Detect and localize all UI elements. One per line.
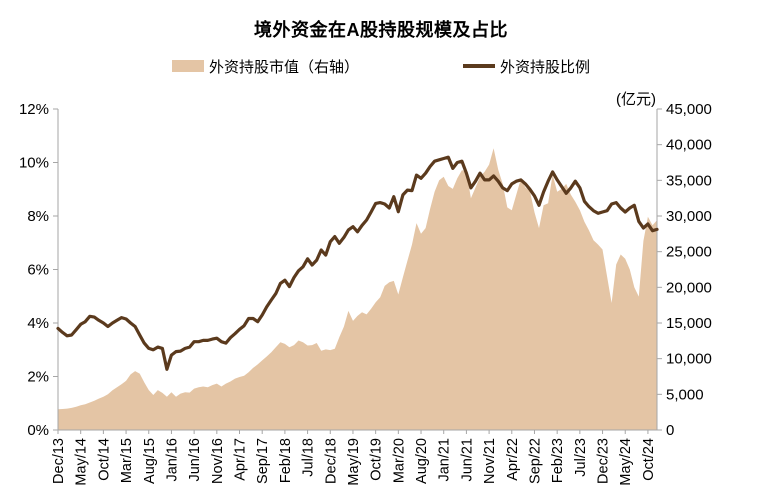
x-tick-label: Sep/22 <box>527 438 543 484</box>
x-tick-label: May/14 <box>74 438 90 486</box>
x-tick-label: Nov/16 <box>210 438 226 484</box>
x-tick-label: Dec/23 <box>596 438 612 484</box>
left-tick-label: 8% <box>27 208 49 225</box>
right-tick-label: 25,000 <box>666 244 712 261</box>
right-tick-label: 40,000 <box>666 137 712 154</box>
line-series <box>56 155 659 371</box>
left-tick-label: 0% <box>27 422 49 439</box>
right-tick-label: 5,000 <box>666 386 704 403</box>
x-tick-label: Aug/20 <box>414 438 430 484</box>
x-tick-label: Dec/13 <box>51 438 67 484</box>
right-tick-label: 35,000 <box>666 172 712 189</box>
right-tick-label: 30,000 <box>666 208 712 225</box>
legend-item-area: 外资持股市值（右轴） <box>171 56 359 77</box>
x-tick-label: Nov/21 <box>482 438 498 484</box>
x-tick-label: Feb/23 <box>550 438 566 483</box>
line-swatch-icon <box>463 64 495 68</box>
x-tick-label: Mar/15 <box>119 438 135 483</box>
x-tick-label: Apr/22 <box>505 438 521 481</box>
x-tick-label: Jan/21 <box>437 438 453 482</box>
x-tick-label: Oct/14 <box>96 438 112 481</box>
chart-legend: 外资持股市值（右轴） 外资持股比例 <box>0 56 762 76</box>
left-tick-label: 4% <box>27 315 49 332</box>
x-tick-label: Jul/18 <box>301 438 317 477</box>
legend-label-area: 外资持股市值（右轴） <box>208 58 359 76</box>
right-tick-label: 10,000 <box>666 351 712 368</box>
chart-title: 境外资金在A股持股规模及占比 <box>254 20 508 40</box>
left-tick-label: 2% <box>27 369 49 386</box>
left-tick-label: 12% <box>19 101 49 118</box>
x-tick-label: Jun/21 <box>459 438 475 482</box>
x-tick-label: Sep/17 <box>255 438 271 484</box>
x-tick-label: Oct/19 <box>369 438 385 481</box>
right-tick-label: 45,000 <box>666 101 712 118</box>
right-axis-unit-label: (亿元) <box>616 91 656 108</box>
x-tick-label: Dec/18 <box>323 438 339 484</box>
x-tick-label: Mar/20 <box>391 438 407 483</box>
area-swatch-icon <box>171 60 204 72</box>
right-tick-label: 20,000 <box>666 279 712 296</box>
area-series <box>58 148 657 430</box>
x-tick-label: Apr/17 <box>233 438 249 481</box>
x-tick-label: Jan/16 <box>164 438 180 482</box>
legend-label-line: 外资持股比例 <box>500 58 591 76</box>
x-tick-label: Jun/16 <box>187 438 203 482</box>
x-tick-label: Jul/23 <box>573 438 589 477</box>
x-tick-label: Feb/18 <box>278 438 294 483</box>
left-tick-label: 6% <box>27 262 49 279</box>
left-tick-label: 10% <box>19 155 49 172</box>
x-tick-label: Oct/24 <box>641 438 657 481</box>
x-tick-label: May/24 <box>618 438 634 486</box>
legend-item-line: 外资持股比例 <box>463 56 590 77</box>
right-tick-label: 0 <box>666 422 674 439</box>
right-tick-label: 15,000 <box>666 315 712 332</box>
x-tick-label: Aug/15 <box>142 438 158 484</box>
x-tick-label: May/19 <box>346 438 362 486</box>
